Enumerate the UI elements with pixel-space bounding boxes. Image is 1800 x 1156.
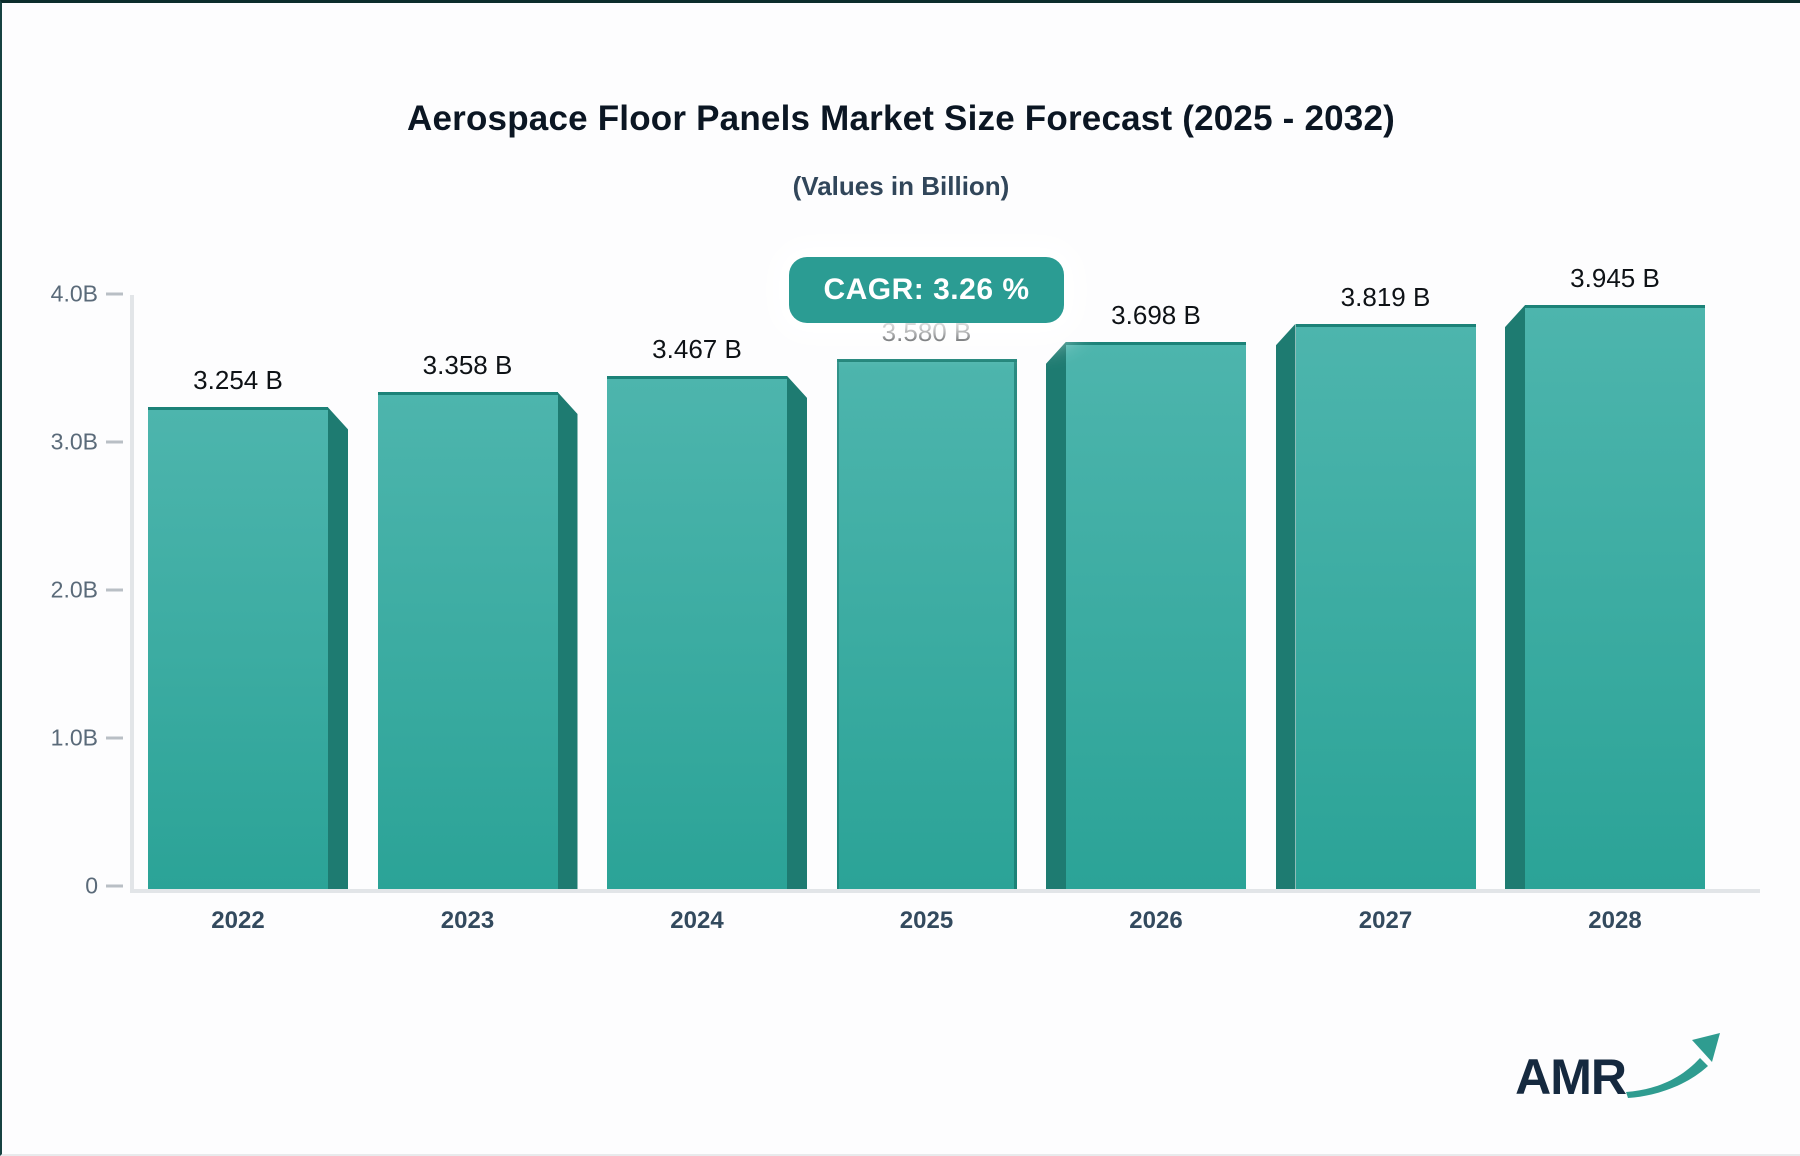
bar-2026 [1046,341,1246,889]
bar-value-label: 3.358 B [422,350,513,381]
x-axis-label: 2024 [670,907,724,934]
y-tick-label: 4.0B [50,280,98,307]
bar-3d-side [557,392,578,889]
bar-2025 [836,359,1017,889]
y-tick-label: 3.0B [50,428,98,455]
bar-2022 [148,407,348,889]
bar-3d-side [328,407,348,889]
bar-3d-side [1505,305,1525,889]
x-axis-label: 2025 [899,907,954,934]
y-tick-mark [106,884,123,888]
chart-title: Aerospace Floor Panels Market Size Forec… [407,99,1395,138]
growth-arrow-icon [1626,1033,1720,1098]
x-axis-label: 2027 [1358,907,1413,934]
bar-chart-plot-area: 4.0B 3.0B 2.0B 1.0B 0 3.254 B 2022 3.358 B 2023… [2,3,1800,1154]
bar-value-label: 3.254 B [193,365,283,396]
bar-value-label: 3.945 B [1570,263,1660,294]
x-axis-label: 2026 [1129,907,1183,934]
bar-3d-side [787,375,807,889]
x-axis-label: 2022 [211,907,265,934]
bar-value-label: 3.467 B [652,333,742,364]
bar-face [1066,341,1246,889]
bar-face [836,359,1017,889]
bar-2028 [1505,305,1705,889]
bar-2027 [1275,323,1476,889]
bar-2024 [607,375,807,889]
y-axis-line [130,295,134,891]
y-tick-mark [106,736,123,740]
x-axis-line [130,889,1760,893]
bar-3d-side [1275,323,1296,889]
bar-face [377,392,558,889]
bar-2023 [377,392,578,889]
bar-face [148,407,328,889]
bar-face [607,375,787,889]
bar-face [1525,305,1705,889]
y-tick-mark [106,588,123,592]
bar-face [1295,323,1476,889]
y-tick-mark [106,292,123,296]
chart-subtitle: (Values in Billion) [792,171,1010,201]
x-axis-label: 2023 [440,907,495,934]
x-axis-label: 2028 [1588,907,1642,934]
amr-logo-text: AMR [1515,1049,1627,1105]
bar-value-label: 3.819 B [1340,281,1431,312]
y-tick-label: 2.0B [50,576,98,603]
y-tick-label: 1.0B [50,724,98,751]
bar-value-label: 3.698 B [1111,299,1201,330]
bar-3d-side [1046,341,1066,889]
y-tick-label: 0 [85,872,98,899]
y-tick-mark [106,440,123,444]
amr-logo: AMR [1515,1033,1722,1106]
cagr-badge: CAGR: 3.26 % [789,257,1064,323]
